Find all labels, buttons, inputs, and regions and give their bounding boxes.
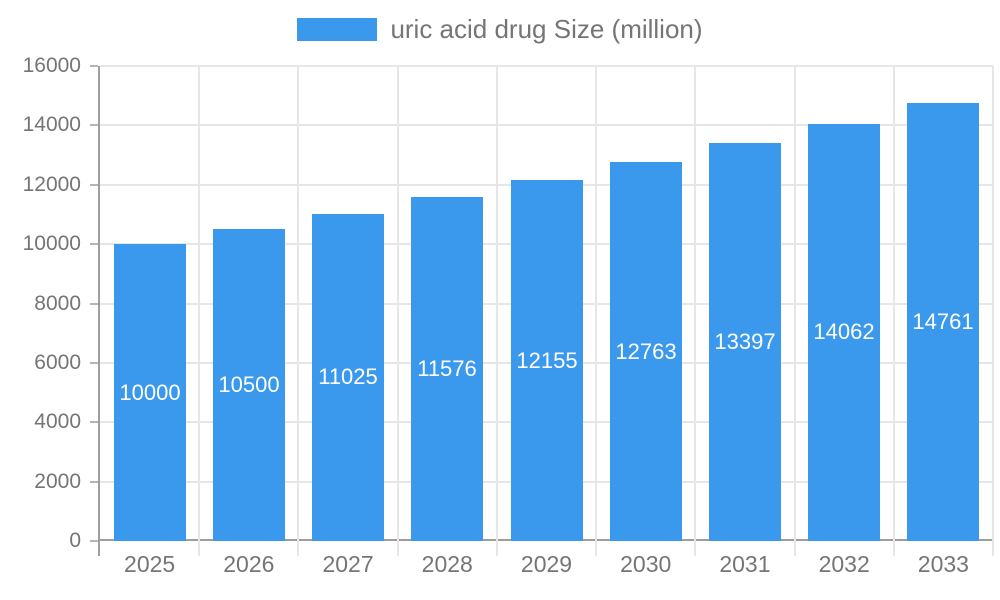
x-axis-tick-label: 2030 — [620, 551, 672, 577]
bar-value-label: 14062 — [813, 319, 875, 345]
y-axis-tick-label: 6000 — [34, 350, 81, 374]
legend-label: uric acid drug Size (million) — [390, 14, 703, 44]
y-tick — [90, 65, 98, 67]
x-gridline — [198, 66, 200, 556]
x-gridline — [694, 66, 696, 556]
y-axis-tick-label: 4000 — [34, 410, 81, 434]
y-gridline — [100, 65, 993, 67]
plot-area: 0 2000 4000 6000 8000 10000 12000 14000 16000 100… — [23, 54, 994, 577]
x-axis-tick-label: 2032 — [818, 551, 870, 577]
x-axis-tick-label: 2031 — [719, 551, 771, 577]
y-axis-tick-label: 0 — [69, 529, 81, 552]
x-gridline — [992, 66, 994, 556]
y-axis-tick-label: 16000 — [22, 54, 81, 77]
y-tick — [90, 540, 98, 542]
y-axis-tick-label: 10000 — [22, 232, 81, 256]
bar-2025: 10000 — [114, 244, 186, 541]
bar-2026: 10500 — [213, 229, 285, 541]
y-gridline — [100, 124, 993, 127]
x-gridline — [794, 66, 796, 556]
y-tick — [90, 124, 98, 127]
y-axis-tick-label: 8000 — [34, 291, 81, 315]
x-axis-tick-label: 2028 — [421, 551, 473, 577]
bar-2028: 11576 — [411, 197, 483, 541]
bar-2033: 14761 — [907, 102, 979, 541]
x-axis-tick-label: 2025 — [124, 551, 176, 577]
bar-2029: 12155 — [511, 180, 583, 541]
y-tick — [90, 421, 98, 424]
x-gridline — [496, 66, 498, 556]
bar-value-label: 13397 — [714, 329, 776, 355]
y-tick — [90, 243, 98, 246]
y-tick — [90, 361, 98, 364]
y-axis-tick-label: 12000 — [22, 172, 81, 196]
x-gridline — [297, 66, 299, 556]
bar-value-label: 12763 — [615, 338, 677, 364]
bar-2031: 13397 — [709, 143, 781, 541]
x-gridline — [397, 66, 399, 556]
bar-value-label: 10500 — [218, 372, 280, 398]
y-axis-tick-label: 14000 — [22, 113, 81, 137]
x-axis-tick-label: 2026 — [223, 551, 275, 577]
bar-value-label: 11576 — [417, 356, 477, 382]
bar-value-label: 14761 — [912, 308, 974, 334]
bar-2030: 12763 — [610, 162, 682, 541]
x-gridline — [595, 66, 597, 556]
y-tick — [90, 480, 98, 483]
y-tick — [90, 183, 98, 186]
x-axis-tick-label: 2033 — [917, 551, 969, 577]
x-axis-tick-label: 2027 — [322, 551, 374, 577]
y-tick — [90, 302, 98, 305]
bar-2032: 14062 — [808, 123, 880, 541]
y-axis-line — [98, 66, 100, 556]
x-gridline — [893, 66, 895, 556]
chart-legend: uric acid drug Size (million) — [0, 14, 1000, 45]
bar-value-label: 10000 — [119, 379, 181, 405]
legend-swatch — [297, 18, 378, 41]
y-axis-tick-label: 2000 — [34, 469, 81, 493]
bar-2027: 11025 — [312, 213, 384, 541]
x-axis-tick-label: 2029 — [520, 551, 573, 577]
bar-value-label: 12155 — [516, 347, 578, 373]
bar-value-label: 11025 — [318, 364, 378, 390]
